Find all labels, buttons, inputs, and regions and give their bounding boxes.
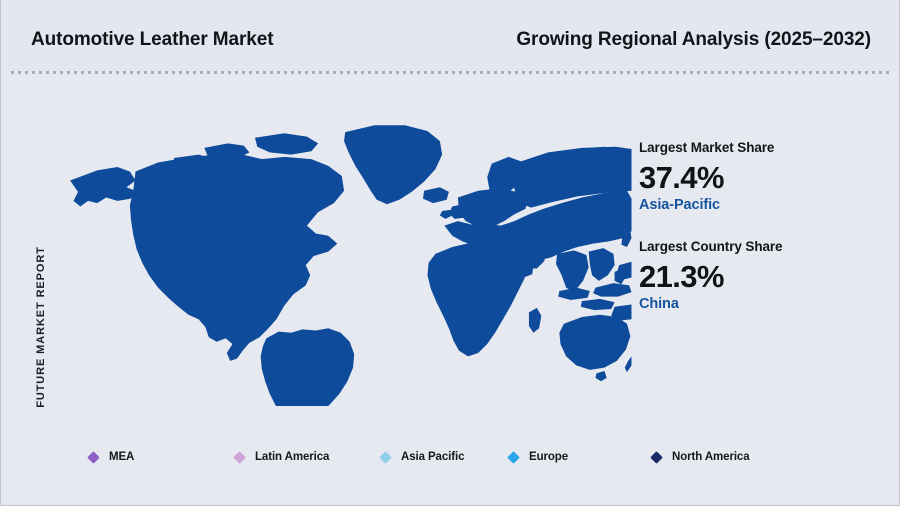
legend-label-europe: Europe xyxy=(529,451,569,463)
legend-diamond-icon xyxy=(650,450,663,464)
brand-rail: FUTURE MARKET REPORT xyxy=(32,232,50,422)
legend-label-latin-america: Latin America xyxy=(255,451,330,463)
legend-item-latin-america[interactable]: Latin America xyxy=(233,448,330,466)
stat-label-market-share: Largest Market Share xyxy=(639,140,775,155)
brand-label: FUTURE MARKET REPORT xyxy=(35,246,47,408)
legend-diamond-icon xyxy=(507,450,520,464)
legend-diamond-icon xyxy=(379,450,392,464)
stat-label-country-share: Largest Country Share xyxy=(639,239,783,255)
legend-item-europe[interactable]: Europe xyxy=(507,448,569,466)
legend-item-mea[interactable]: MEA xyxy=(87,448,135,466)
world-map xyxy=(63,96,633,406)
stat-value-country-share: 21.3% xyxy=(639,259,725,295)
legend-item-asia-pacific[interactable]: Asia Pacific xyxy=(379,448,465,466)
page-title: Automotive Leather Market xyxy=(31,29,274,50)
legend-diamond-icon xyxy=(233,450,246,464)
stat-block-market-share: Largest Market Share 37.4% Asia-Pacific xyxy=(639,140,879,213)
stats-panel: Largest Market Share 37.4% Asia-Pacific … xyxy=(639,140,879,312)
map-legend: MEA Latin America Asia Pacific Europe No… xyxy=(87,448,801,466)
legend-label-north-america: North America xyxy=(672,451,750,463)
header-divider xyxy=(11,71,891,74)
header-subtitle: Growing Regional Analysis (2025–2032) xyxy=(516,29,871,50)
stat-block-country-share: Largest Country Share 21.3% China xyxy=(639,239,879,312)
legend-item-north-america[interactable]: North America xyxy=(650,448,750,466)
stat-region-market-share: Asia-Pacific xyxy=(639,197,721,214)
legend-diamond-icon xyxy=(87,450,100,464)
stat-region-country-share: China xyxy=(639,296,679,313)
legend-label-mea: MEA xyxy=(109,451,135,463)
legend-label-asia-pacific: Asia Pacific xyxy=(401,451,465,463)
stat-value-market-share: 37.4% xyxy=(639,160,725,195)
header-bar: Automotive Leather Market Growing Region… xyxy=(1,0,899,72)
world-map-icon xyxy=(70,125,632,406)
